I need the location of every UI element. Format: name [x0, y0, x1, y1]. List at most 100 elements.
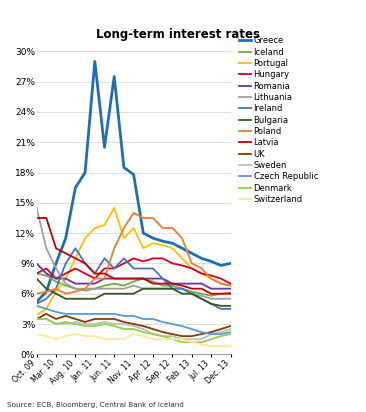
Ireland — [151, 266, 155, 271]
Bulgaria — [199, 296, 204, 301]
Czech Republic — [34, 303, 39, 308]
Latvia — [209, 291, 213, 296]
Ireland — [44, 296, 49, 301]
Bulgaria — [219, 303, 223, 308]
Denmark — [122, 327, 126, 332]
UK — [34, 316, 39, 321]
UK — [190, 334, 194, 339]
Greece — [64, 236, 68, 241]
Sweden — [228, 327, 233, 332]
Sweden — [151, 332, 155, 337]
Line: Sweden: Sweden — [37, 319, 231, 339]
Portugal — [199, 271, 204, 276]
Line: Romania: Romania — [37, 263, 231, 289]
Iceland — [151, 279, 155, 284]
Czech Republic — [83, 311, 87, 316]
Ireland — [102, 256, 107, 261]
Greece — [44, 289, 49, 294]
Ireland — [93, 271, 97, 276]
Lithuania — [44, 246, 49, 251]
Bulgaria — [190, 291, 194, 296]
Lithuania — [83, 286, 87, 291]
Czech Republic — [170, 321, 175, 326]
Romania — [151, 276, 155, 281]
Lithuania — [64, 281, 68, 286]
Ireland — [141, 266, 146, 271]
Poland — [44, 289, 49, 294]
Iceland — [102, 283, 107, 288]
Line: Ireland: Ireland — [37, 248, 231, 309]
Line: Bulgaria: Bulgaria — [37, 279, 231, 306]
Poland — [73, 289, 78, 294]
Bulgaria — [160, 286, 165, 291]
Bulgaria — [131, 291, 136, 296]
Greece — [73, 185, 78, 190]
Greece — [141, 231, 146, 236]
Hungary — [209, 273, 213, 278]
Ireland — [83, 261, 87, 266]
Latvia — [122, 276, 126, 281]
Switzerland — [54, 337, 58, 342]
Czech Republic — [93, 311, 97, 316]
Ireland — [180, 286, 184, 291]
Poland — [122, 226, 126, 231]
Poland — [64, 291, 68, 296]
Sweden — [44, 316, 49, 321]
Line: Czech Republic: Czech Republic — [37, 306, 231, 334]
Sweden — [160, 334, 165, 339]
Denmark — [73, 321, 78, 326]
Romania — [190, 281, 194, 286]
Ireland — [112, 266, 116, 271]
UK — [199, 332, 204, 337]
Sweden — [190, 337, 194, 342]
Text: Source: ECB, Bloomberg, Central Bank of Iceland: Source: ECB, Bloomberg, Central Bank of … — [7, 402, 184, 408]
Switzerland — [209, 344, 213, 349]
Iceland — [170, 283, 175, 288]
Poland — [160, 226, 165, 231]
Latvia — [228, 291, 233, 296]
Iceland — [219, 291, 223, 296]
Portugal — [190, 266, 194, 271]
UK — [54, 316, 58, 321]
Line: UK: UK — [37, 314, 231, 336]
Greece — [180, 246, 184, 251]
UK — [160, 330, 165, 335]
Poland — [151, 215, 155, 220]
Line: Latvia: Latvia — [37, 218, 231, 294]
Switzerland — [228, 344, 233, 349]
Line: Hungary: Hungary — [37, 258, 231, 283]
Latvia — [190, 286, 194, 291]
Hungary — [112, 266, 116, 271]
Bulgaria — [122, 291, 126, 296]
Lithuania — [180, 286, 184, 291]
Romania — [73, 281, 78, 286]
Line: Denmark: Denmark — [37, 319, 231, 342]
Iceland — [228, 290, 233, 295]
Denmark — [170, 337, 175, 342]
Greece — [93, 59, 97, 64]
Czech Republic — [219, 332, 223, 337]
Sweden — [64, 321, 68, 326]
Iceland — [73, 286, 78, 291]
Denmark — [102, 321, 107, 326]
Romania — [199, 281, 204, 286]
UK — [112, 316, 116, 321]
Ireland — [160, 276, 165, 281]
Iceland — [112, 281, 116, 286]
Poland — [199, 266, 204, 271]
Bulgaria — [151, 286, 155, 291]
Title: Long-term interest rates: Long-term interest rates — [96, 28, 260, 41]
Czech Republic — [112, 311, 116, 316]
Hungary — [151, 256, 155, 261]
Ireland — [228, 307, 233, 311]
Sweden — [83, 321, 87, 326]
Sweden — [180, 337, 184, 342]
Lithuania — [131, 283, 136, 288]
Greece — [54, 261, 58, 266]
Line: Lithuania: Lithuania — [37, 208, 231, 299]
Sweden — [219, 330, 223, 335]
Switzerland — [34, 332, 39, 337]
Poland — [112, 246, 116, 251]
Ireland — [34, 301, 39, 306]
Czech Republic — [102, 311, 107, 316]
